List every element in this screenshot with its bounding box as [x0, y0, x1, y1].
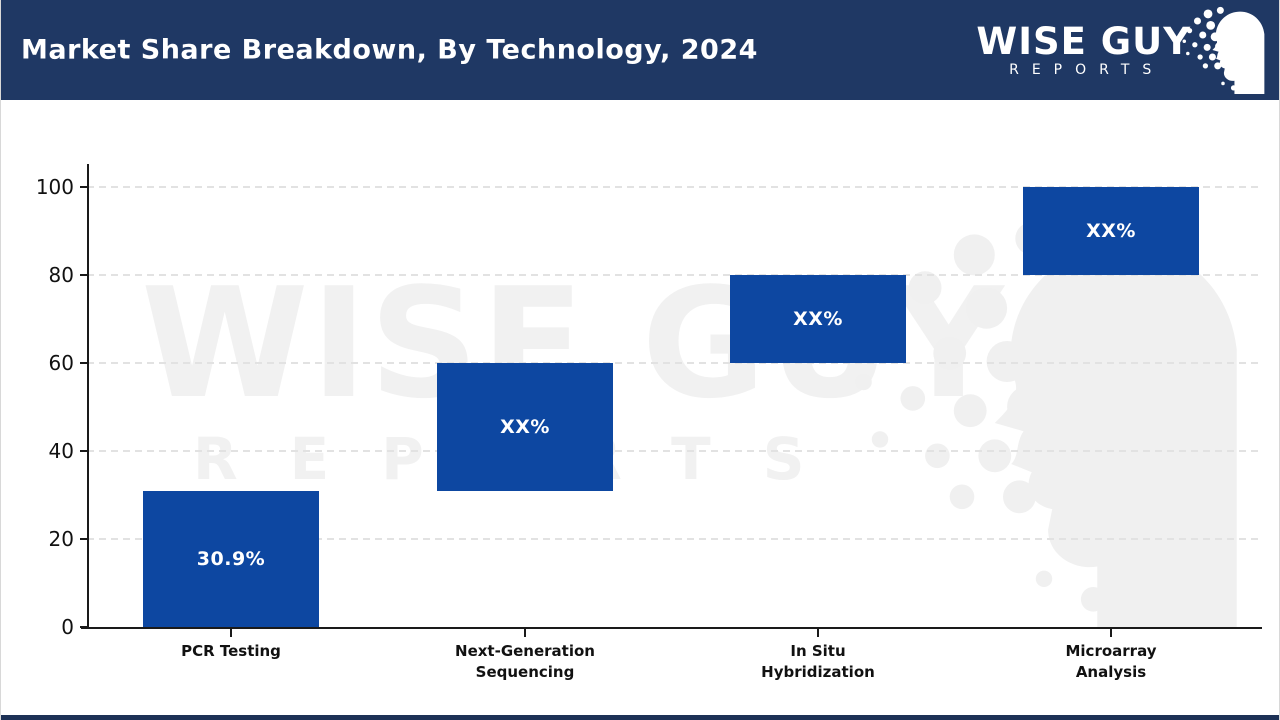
bar-value-label-2: XX%: [793, 308, 843, 330]
x-axis-label-0: PCR Testing: [116, 641, 346, 662]
x-axis-label-line: Microarray: [1065, 642, 1157, 660]
x-axis-label-1: Next-Generation Sequencing: [410, 641, 640, 683]
bar-value-label-0: 30.9%: [196, 548, 266, 570]
logo-text: WISE GUY REPORTS: [976, 23, 1191, 77]
logo-sub-text: REPORTS: [1009, 62, 1165, 78]
y-axis-spine: [87, 164, 89, 629]
x-axis-label-line: Next-Generation: [455, 642, 595, 660]
y-axis-tick-100: [80, 186, 87, 188]
y-axis-label-60: 60: [48, 351, 74, 375]
x-axis-tick-2: [817, 629, 819, 637]
x-axis-tick-1: [524, 629, 526, 637]
bar-2: XX%: [730, 275, 906, 363]
x-axis-label-3: Microarray Analysis: [996, 641, 1226, 683]
gridline-y-80: [87, 274, 1262, 276]
x-axis-label-line: Analysis: [1075, 663, 1147, 681]
y-axis-tick-60: [80, 362, 87, 364]
gridline-y-20: [87, 538, 1262, 540]
gridline-y-100: [87, 186, 1262, 188]
header-bar: Market Share Breakdown, By Technology, 2…: [1, 0, 1279, 100]
bar-1: XX%: [437, 363, 613, 492]
footer-bar: [1, 715, 1279, 720]
x-axis-label-line: PCR Testing: [181, 642, 281, 660]
x-axis-label-line: Hybridization: [761, 663, 875, 681]
page-title: Market Share Breakdown, By Technology, 2…: [21, 34, 758, 66]
x-axis-label-line: Sequencing: [475, 663, 575, 681]
x-axis-tick-3: [1110, 629, 1112, 637]
y-axis-label-80: 80: [48, 263, 74, 287]
wiseguy-face-icon: [1182, 6, 1265, 94]
watermark-face-icon: [855, 222, 1237, 628]
y-axis-label-100: 100: [35, 175, 74, 199]
y-axis-label-0: 0: [61, 615, 74, 639]
x-axis-label-2: In Situ Hybridization: [703, 641, 933, 683]
y-axis-label-40: 40: [48, 439, 74, 463]
bar-3: XX%: [1023, 187, 1199, 275]
bar-value-label-1: XX%: [500, 416, 550, 439]
y-axis-tick-40: [80, 450, 87, 452]
bar-0: 30.9%: [143, 491, 319, 627]
gridline-y-60: [87, 362, 1262, 364]
y-axis-tick-20: [80, 538, 87, 540]
gridline-y-40: [87, 450, 1262, 452]
wiseguy-logo: WISE GUY REPORTS: [976, 6, 1269, 94]
y-axis-tick-80: [80, 274, 87, 276]
logo-main-text: WISE GUY: [976, 20, 1191, 63]
x-axis-label-line: In Situ: [790, 642, 846, 660]
bar-value-label-3: XX%: [1086, 220, 1136, 242]
y-axis-label-20: 20: [48, 527, 74, 551]
x-axis-tick-0: [230, 629, 232, 637]
x-axis-spine: [81, 627, 1262, 629]
